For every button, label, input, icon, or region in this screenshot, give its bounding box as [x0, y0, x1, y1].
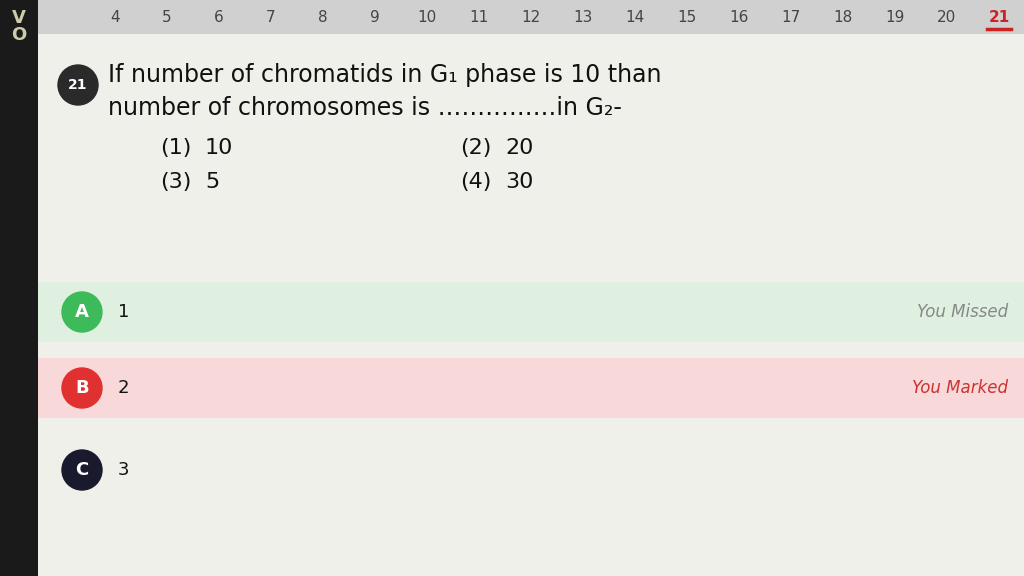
Text: 21: 21	[69, 78, 88, 92]
Text: 2: 2	[118, 379, 129, 397]
Text: 4: 4	[111, 9, 120, 25]
FancyBboxPatch shape	[38, 358, 1024, 418]
Text: (2): (2)	[460, 138, 492, 158]
FancyBboxPatch shape	[0, 0, 38, 576]
Text: 30: 30	[505, 172, 534, 192]
Text: 13: 13	[573, 9, 593, 25]
Text: A: A	[75, 303, 89, 321]
Text: 10: 10	[418, 9, 436, 25]
Text: 21: 21	[988, 9, 1010, 25]
Text: 12: 12	[521, 9, 541, 25]
Text: You Marked: You Marked	[912, 379, 1008, 397]
Text: 9: 9	[370, 9, 380, 25]
Text: 3: 3	[118, 461, 129, 479]
FancyBboxPatch shape	[38, 282, 1024, 342]
Text: 15: 15	[677, 9, 696, 25]
Text: V: V	[12, 9, 26, 27]
Text: 18: 18	[834, 9, 853, 25]
Text: C: C	[76, 461, 89, 479]
Text: 8: 8	[318, 9, 328, 25]
Text: (3): (3)	[160, 172, 191, 192]
Text: You Missed: You Missed	[916, 303, 1008, 321]
Text: 20: 20	[937, 9, 956, 25]
Circle shape	[62, 368, 102, 408]
Text: 6: 6	[214, 9, 224, 25]
Text: 11: 11	[469, 9, 488, 25]
Circle shape	[62, 450, 102, 490]
Text: 16: 16	[729, 9, 749, 25]
Text: 17: 17	[781, 9, 801, 25]
Text: If number of chromatids in G₁ phase is 10 than: If number of chromatids in G₁ phase is 1…	[108, 63, 662, 87]
FancyBboxPatch shape	[38, 34, 1024, 576]
Text: 1: 1	[118, 303, 129, 321]
Text: 14: 14	[626, 9, 645, 25]
Circle shape	[62, 292, 102, 332]
Text: (1): (1)	[160, 138, 191, 158]
Text: O: O	[11, 26, 27, 44]
Text: 10: 10	[205, 138, 233, 158]
Text: 5: 5	[205, 172, 219, 192]
Text: 5: 5	[162, 9, 172, 25]
Text: number of chromosomes is ……………in G₂-: number of chromosomes is ……………in G₂-	[108, 96, 622, 120]
Text: B: B	[75, 379, 89, 397]
Text: 19: 19	[886, 9, 904, 25]
FancyBboxPatch shape	[38, 0, 1024, 34]
FancyBboxPatch shape	[38, 440, 1024, 500]
Circle shape	[58, 65, 98, 105]
Text: 20: 20	[505, 138, 534, 158]
Text: (4): (4)	[460, 172, 492, 192]
Text: 7: 7	[266, 9, 275, 25]
